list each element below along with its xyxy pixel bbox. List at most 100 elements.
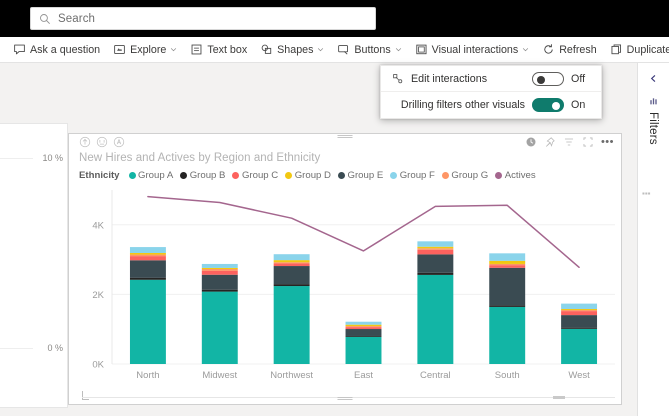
bar-column[interactable] xyxy=(201,263,238,364)
svg-text:East: East xyxy=(354,370,373,381)
legend-label: Group F xyxy=(399,170,435,181)
ribbon-label: Visual interactions xyxy=(431,43,519,56)
legend-item-group-a[interactable]: Group A xyxy=(128,170,173,181)
drill-down-icon[interactable] xyxy=(96,136,108,148)
more-options-icon[interactable]: ••• xyxy=(600,136,614,148)
legend-swatch xyxy=(232,172,240,179)
ribbon-item-duplicate-this-page[interactable]: Duplicate this page xyxy=(610,37,669,63)
svg-text:Central: Central xyxy=(420,370,451,381)
svg-text:Northwest: Northwest xyxy=(270,370,313,381)
left-y-tick-10pct: 10 % xyxy=(42,153,63,163)
filter-pane-icon xyxy=(650,98,657,105)
legend-label: Group E xyxy=(347,170,384,181)
ribbon-item-ask-a-question[interactable]: Ask a question xyxy=(13,37,100,63)
line-series-actives[interactable] xyxy=(147,195,580,269)
bar-column[interactable] xyxy=(129,247,166,364)
legend-swatch xyxy=(128,172,136,179)
drilling-filters-state: On xyxy=(571,99,586,111)
resize-handle-bottom[interactable] xyxy=(337,397,353,400)
visual-interactions-dropdown: Edit interactions Off Drilling filters o… xyxy=(380,65,602,119)
legend-swatch xyxy=(285,172,293,179)
legend-label: Group G xyxy=(451,170,489,181)
filter-icon[interactable] xyxy=(563,136,575,148)
bar-column[interactable] xyxy=(345,321,382,364)
report-canvas: 10 % 0 % Nov xyxy=(0,63,637,416)
toggle-knob xyxy=(537,75,545,84)
chart-svg: 0K 2K 4K North Midwest Northwest East Central So… xyxy=(92,190,615,381)
edit-interactions-toggle[interactable] xyxy=(532,71,564,86)
drill-up-icon[interactable] xyxy=(79,136,91,148)
ribbon-item-visual-interactions[interactable]: Visual interactions xyxy=(415,37,530,63)
history-icon[interactable] xyxy=(525,136,537,148)
svg-text:2K: 2K xyxy=(92,290,104,301)
bar-column[interactable] xyxy=(561,303,598,364)
legend-label: Group B xyxy=(189,170,226,181)
svg-text:0K: 0K xyxy=(92,360,104,371)
ribbon-label: Text box xyxy=(207,43,248,56)
edit-interactions-icon xyxy=(393,74,403,84)
chat-bubble-icon xyxy=(14,44,25,55)
ribbon-label: Buttons xyxy=(354,43,391,56)
explore-icon xyxy=(114,44,125,55)
svg-text:South: South xyxy=(495,370,520,381)
bar-column[interactable] xyxy=(489,253,526,364)
chevron-down-icon xyxy=(318,48,324,52)
menu-item-edit-interactions[interactable]: Edit interactions Off xyxy=(381,66,601,92)
scroll-handle[interactable] xyxy=(553,396,565,399)
ribbon-item-explore[interactable]: Explore xyxy=(113,37,177,63)
svg-text:North: North xyxy=(136,370,159,381)
ribbon-label: Shapes xyxy=(277,43,314,56)
legend-item-actives[interactable]: Actives xyxy=(495,170,536,181)
focus-mode-icon[interactable] xyxy=(582,136,594,148)
ribbon-item-text-box[interactable]: Text box xyxy=(190,37,247,63)
ribbon-item-shapes[interactable]: Shapes xyxy=(260,37,324,63)
left-partial-visual[interactable]: 10 % 0 % Nov xyxy=(0,123,68,408)
legend: Ethnicity Group A Group B Group C Group … xyxy=(79,170,543,181)
search-input[interactable]: Search xyxy=(30,7,376,30)
ribbon-label: Duplicate this page xyxy=(626,43,669,56)
legend-title: Ethnicity xyxy=(79,170,120,181)
shapes-icon xyxy=(261,44,272,54)
filters-pane-collapsed[interactable]: Filters ▪▪▪ xyxy=(637,63,669,416)
report-toolbar: Ask a question Explore Text box xyxy=(0,37,669,63)
visual-interactions-icon xyxy=(416,44,427,55)
chevron-down-icon xyxy=(523,48,529,52)
legend-item-group-g[interactable]: Group G xyxy=(441,170,489,181)
legend-item-group-d[interactable]: Group D xyxy=(285,170,331,181)
legend-label: Group C xyxy=(241,170,279,181)
legend-label: Actives xyxy=(504,170,536,181)
pin-icon[interactable] xyxy=(544,136,556,148)
legend-item-group-e[interactable]: Group E xyxy=(337,170,384,181)
search-placeholder: Search xyxy=(58,12,96,25)
chevron-down-icon xyxy=(171,48,177,52)
bar-column[interactable] xyxy=(273,254,310,364)
menu-item-label: Drilling filters other visuals xyxy=(400,99,525,111)
legend-swatch xyxy=(441,172,449,179)
legend-item-group-f[interactable]: Group F xyxy=(390,170,435,181)
rail-resize-handle[interactable]: ▪▪▪ xyxy=(642,189,651,198)
refresh-icon xyxy=(544,44,553,54)
expand-left-icon[interactable] xyxy=(649,74,658,83)
expand-all-icon[interactable] xyxy=(113,136,125,148)
bar-column[interactable] xyxy=(417,241,454,364)
plot-area: 0K 2K 4K North Midwest Northwest East Central So… xyxy=(69,186,623,388)
gridline xyxy=(0,348,33,349)
menu-item-drilling-filters-other-visuals[interactable]: Drilling filters other visuals On xyxy=(381,92,601,118)
legend-item-group-c[interactable]: Group C xyxy=(232,170,278,181)
svg-text:West: West xyxy=(568,370,590,381)
resize-handle-top[interactable] xyxy=(337,135,353,138)
stacked-column-and-line-visual[interactable]: ••• New Hires and Actives by Region and … xyxy=(68,133,622,405)
button-icon xyxy=(338,45,349,55)
svg-text:Midwest: Midwest xyxy=(202,370,237,381)
chevron-down-icon xyxy=(395,48,401,52)
ribbon-item-refresh[interactable]: Refresh xyxy=(542,37,597,63)
text-box-icon xyxy=(191,44,202,55)
gridline xyxy=(0,158,33,159)
menu-item-label: Edit interactions xyxy=(411,72,488,85)
ribbon-item-buttons[interactable]: Buttons xyxy=(337,37,401,63)
legend-swatch xyxy=(337,172,345,179)
drilling-filters-toggle[interactable] xyxy=(532,98,564,112)
legend-item-group-b[interactable]: Group B xyxy=(180,170,225,181)
legend-swatch xyxy=(390,172,398,179)
